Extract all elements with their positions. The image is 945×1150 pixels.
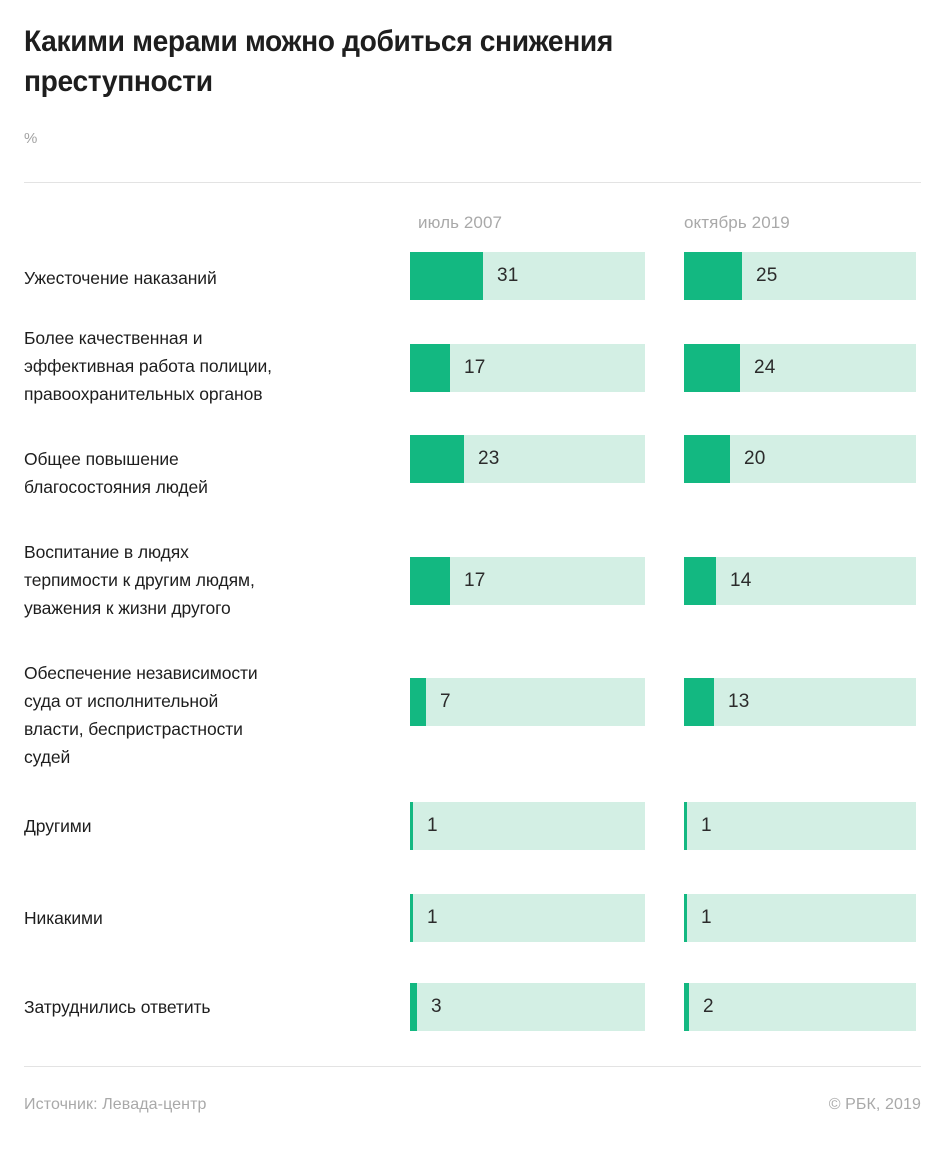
row-label: Более качественная и эффективная работа …	[24, 328, 272, 404]
row-label: Обеспечение независимости суда от исполн…	[24, 663, 258, 767]
bar-track	[410, 557, 645, 605]
bar-track	[410, 344, 645, 392]
row-label: Общее повышение благосостояния людей	[24, 449, 208, 497]
bar-track	[684, 983, 916, 1031]
header-divider	[24, 182, 921, 183]
column-header-july-2007: июль 2007	[418, 213, 503, 232]
bar-fill	[684, 678, 714, 726]
bar-track	[410, 252, 645, 300]
row-label: Никакими	[24, 908, 103, 928]
bar-track	[684, 557, 916, 605]
bar-fill	[410, 344, 450, 392]
bar-track	[410, 983, 645, 1031]
bar-fill	[684, 894, 687, 942]
copyright-label: © РБК, 2019	[828, 1096, 921, 1113]
bar-fill	[410, 435, 464, 483]
bar-track	[684, 344, 916, 392]
bar-track	[684, 435, 916, 483]
bar-fill	[410, 557, 450, 605]
unit-label: %	[24, 130, 38, 147]
bar-track	[684, 252, 916, 300]
bar-track	[410, 894, 645, 942]
bar-fill	[684, 344, 740, 392]
bar-track	[684, 678, 916, 726]
bar-track	[684, 802, 916, 850]
bar-track	[410, 802, 645, 850]
row-label: Воспитание в людях терпимости к другим л…	[24, 542, 255, 618]
row-label: Другими	[24, 816, 92, 836]
bar-fill	[410, 894, 413, 942]
bar-fill	[410, 252, 483, 300]
bar-fill	[410, 678, 426, 726]
row-label: Затруднились ответить	[24, 997, 211, 1017]
footer-divider	[24, 1066, 921, 1067]
bar-fill	[684, 802, 687, 850]
bar-fill	[410, 802, 413, 850]
page-title: Какими мерами можно добиться снижения пр…	[24, 25, 613, 98]
bar-track	[410, 678, 645, 726]
bar-track	[684, 894, 916, 942]
row-label: Ужесточение наказаний	[24, 268, 217, 288]
bar-fill	[684, 557, 716, 605]
bar-fill	[410, 983, 417, 1031]
bar-track	[410, 435, 645, 483]
source-label: Источник: Левада-центр	[24, 1096, 207, 1113]
bar-fill	[684, 983, 689, 1031]
bar-fill	[684, 435, 730, 483]
bar-fill	[684, 252, 742, 300]
column-header-october-2019: октябрь 2019	[684, 213, 790, 232]
